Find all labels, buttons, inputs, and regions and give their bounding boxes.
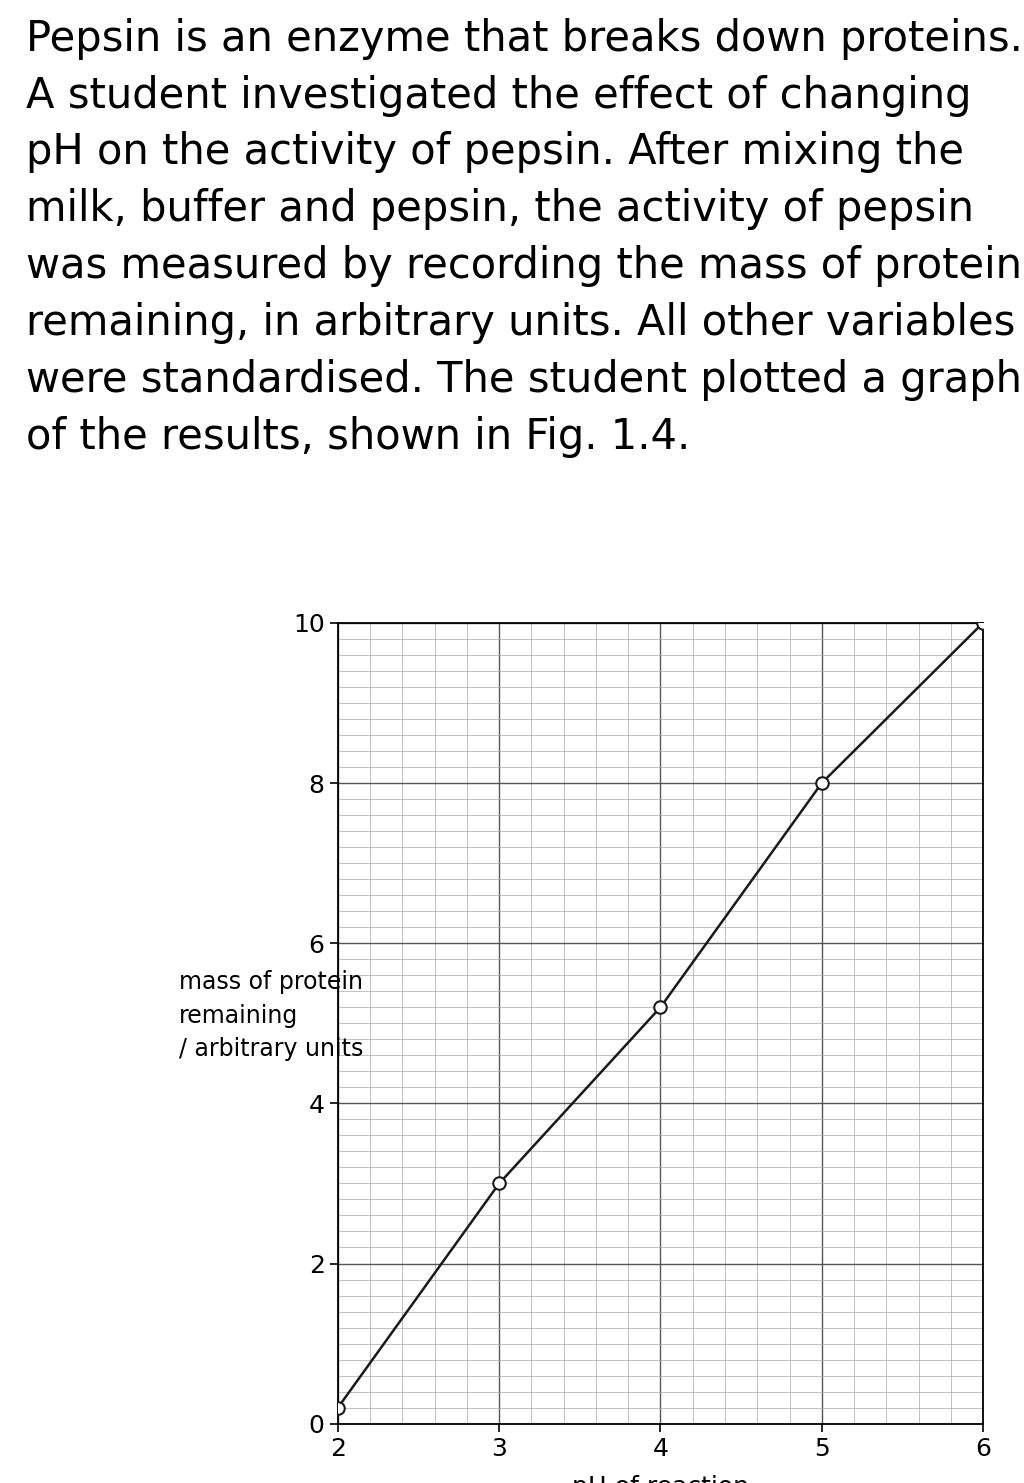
Text: mass of protein
remaining
/ arbitrary units: mass of protein remaining / arbitrary un…: [179, 970, 364, 1062]
X-axis label: pH of reaction: pH of reaction: [572, 1474, 749, 1483]
Text: Pepsin is an enzyme that breaks down proteins.
A student investigated the effect: Pepsin is an enzyme that breaks down pro…: [26, 18, 1023, 458]
